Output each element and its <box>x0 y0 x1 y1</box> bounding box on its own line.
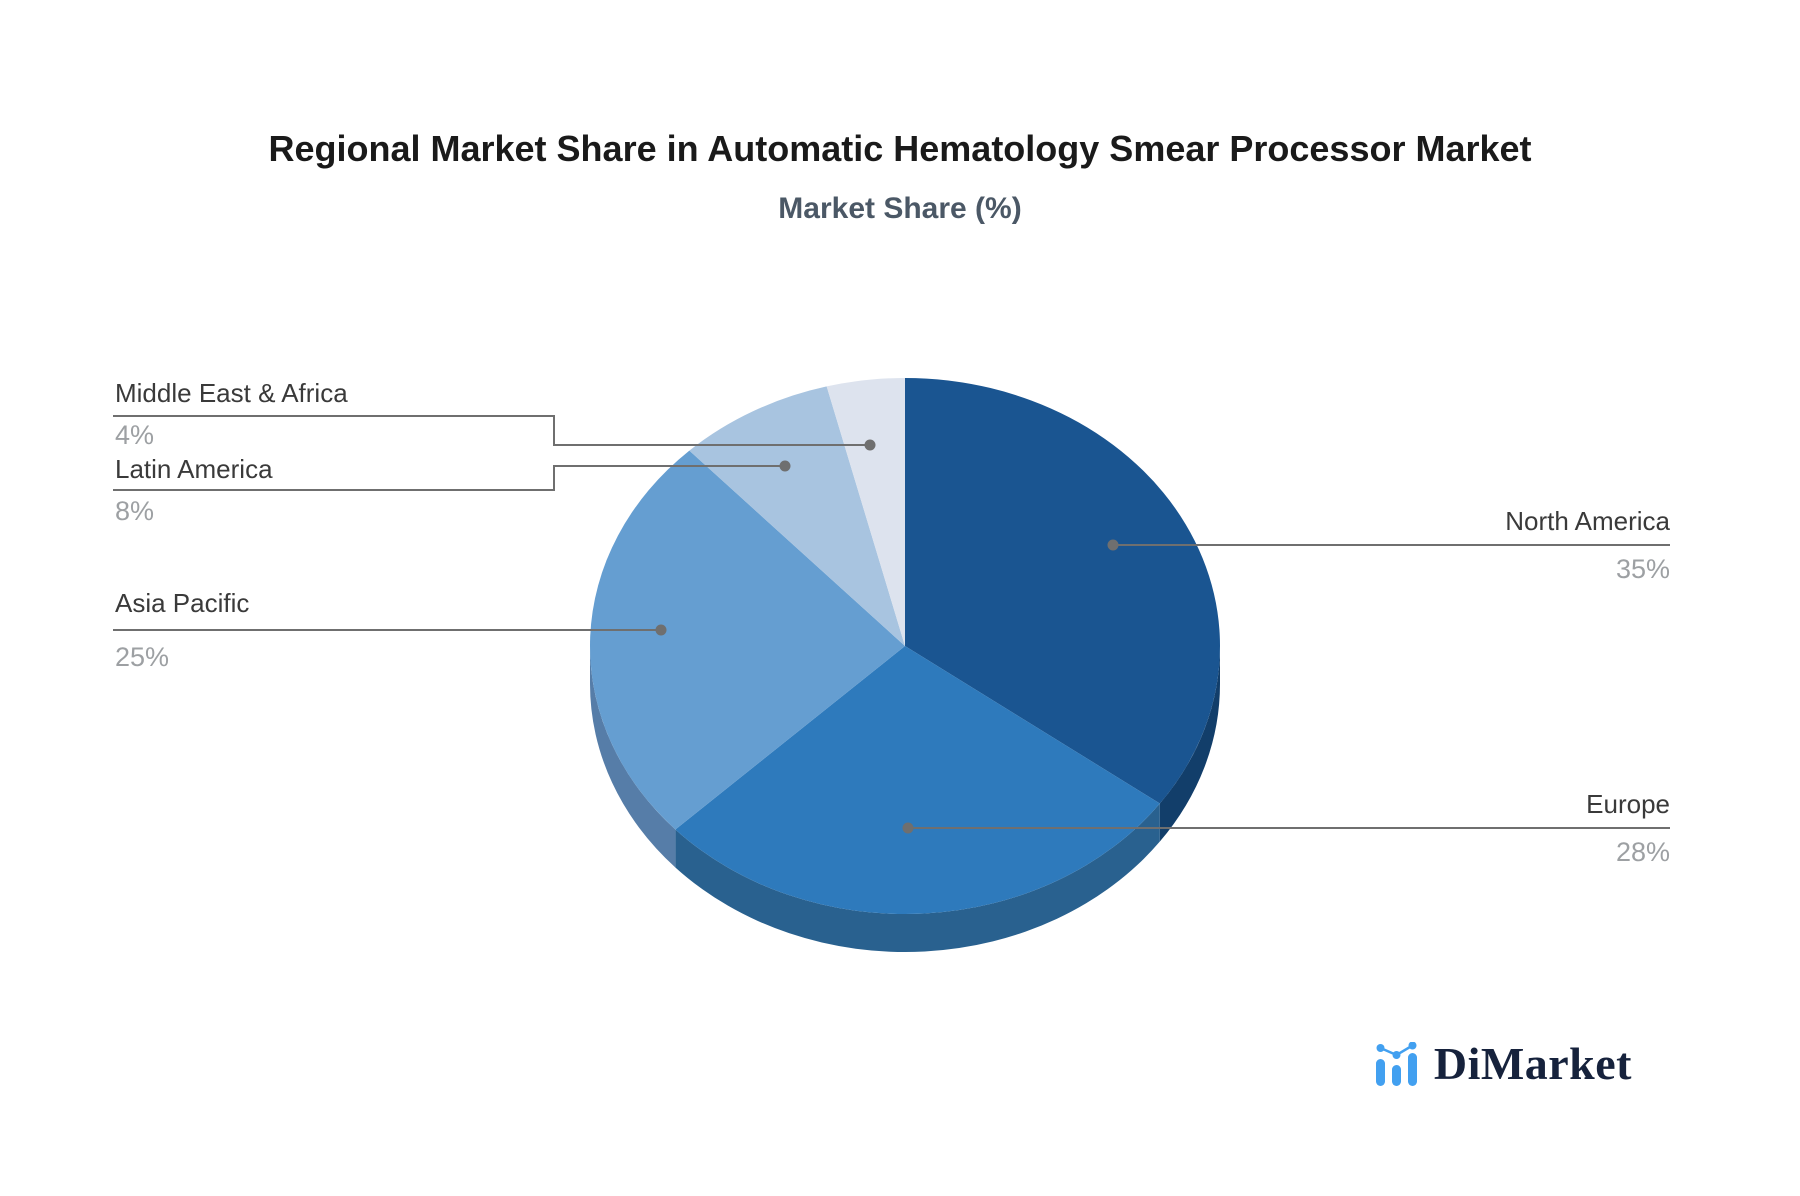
leader-dot-asia-pacific <box>655 624 667 636</box>
slice-label-europe: Europe <box>1586 789 1670 819</box>
slice-percent-middle-east-africa: 4% <box>115 420 155 450</box>
slice-percent-latin-america: 8% <box>115 496 155 526</box>
slice-percent-asia-pacific: 25% <box>115 642 170 672</box>
pie-slice-side-asia-pacific <box>590 646 676 868</box>
pie-slice-side-north-america <box>1159 646 1220 842</box>
chart-title: Regional Market Share in Automatic Hemat… <box>268 128 1532 169</box>
slice-percent-europe: 28% <box>1615 837 1670 867</box>
leader-dot-latin-america <box>779 460 791 472</box>
chart-subtitle: Market Share (%) <box>778 192 1022 225</box>
slice-label-latin-america: Latin America <box>115 454 273 484</box>
leader-dot-north-america <box>1107 539 1119 551</box>
slice-percent-north-america: 35% <box>1615 554 1670 584</box>
slice-label-middle-east-africa: Middle East & Africa <box>115 378 348 408</box>
leader-line-middle-east-africa <box>113 415 870 446</box>
leader-line-latin-america <box>113 465 785 491</box>
brand-logo-text: DiMarket <box>1433 1038 1632 1089</box>
pie-slice-asia-pacific <box>590 450 905 830</box>
pie-slice-side-europe <box>675 803 1160 953</box>
pie-slice-north-america <box>905 378 1220 804</box>
brand-logo: DiMarket <box>1375 1038 1632 1089</box>
pie-slice-europe <box>675 646 1160 914</box>
leader-dot-europe <box>902 822 914 834</box>
leader-dot-middle-east-africa <box>864 439 876 451</box>
pie-slice-latin-america <box>689 386 905 646</box>
slice-label-north-america: North America <box>1505 506 1670 536</box>
slice-label-asia-pacific: Asia Pacific <box>115 588 250 618</box>
bar-chart-logo-icon <box>1375 1042 1417 1086</box>
